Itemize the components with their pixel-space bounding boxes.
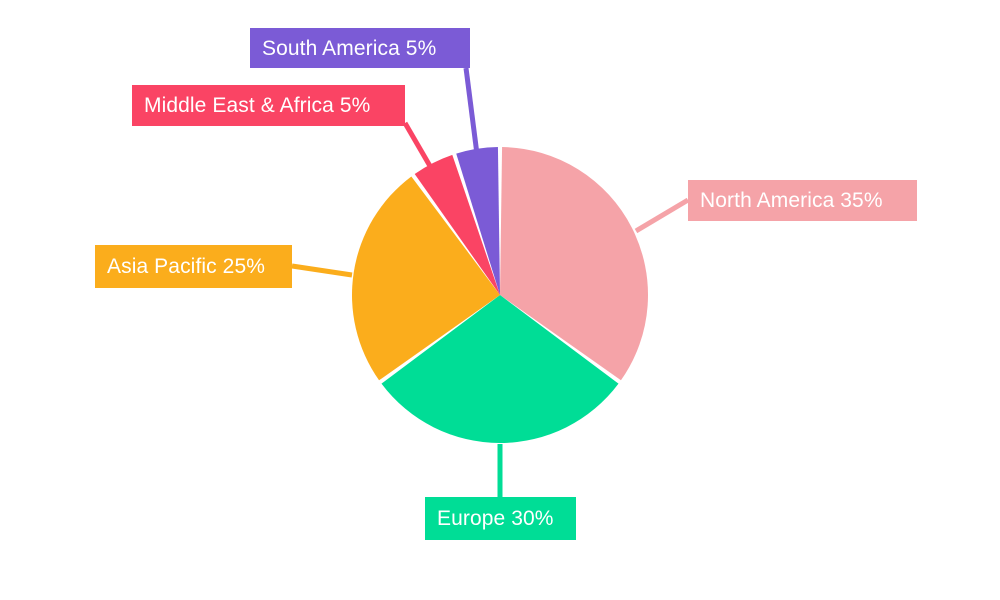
pie-label-middle-east-africa[interactable]: Middle East & Africa 5% — [132, 85, 405, 126]
pie-slice-south-america[interactable] — [456, 147, 500, 295]
pie-slice-middle-east-africa[interactable] — [414, 154, 500, 295]
pie-label-north-america[interactable]: North America 35% — [688, 180, 917, 221]
pie-slice-north-america[interactable] — [500, 147, 649, 381]
pie-label-europe[interactable]: Europe 30% — [425, 497, 576, 540]
pie-slice-group — [351, 147, 649, 444]
leader-line-north-america — [634, 197, 690, 234]
leader-line-south-america — [463, 67, 481, 163]
pie-label-text: South America 5% — [262, 36, 437, 60]
pie-slice-asia-pacific[interactable] — [351, 176, 500, 381]
pie-label-text: Middle East & Africa 5% — [144, 94, 371, 117]
pie-label-text: Asia Pacific 25% — [107, 255, 266, 278]
pie-slice-europe[interactable] — [381, 295, 619, 444]
pie-label-south-america[interactable]: South America 5% — [250, 28, 470, 68]
pie-label-text: North America 35% — [700, 189, 883, 212]
pie-label-text: Europe 30% — [437, 507, 554, 530]
pie-label-asia-pacific[interactable]: Asia Pacific 25% — [95, 245, 292, 288]
leader-line-asia-pacific — [291, 263, 353, 278]
